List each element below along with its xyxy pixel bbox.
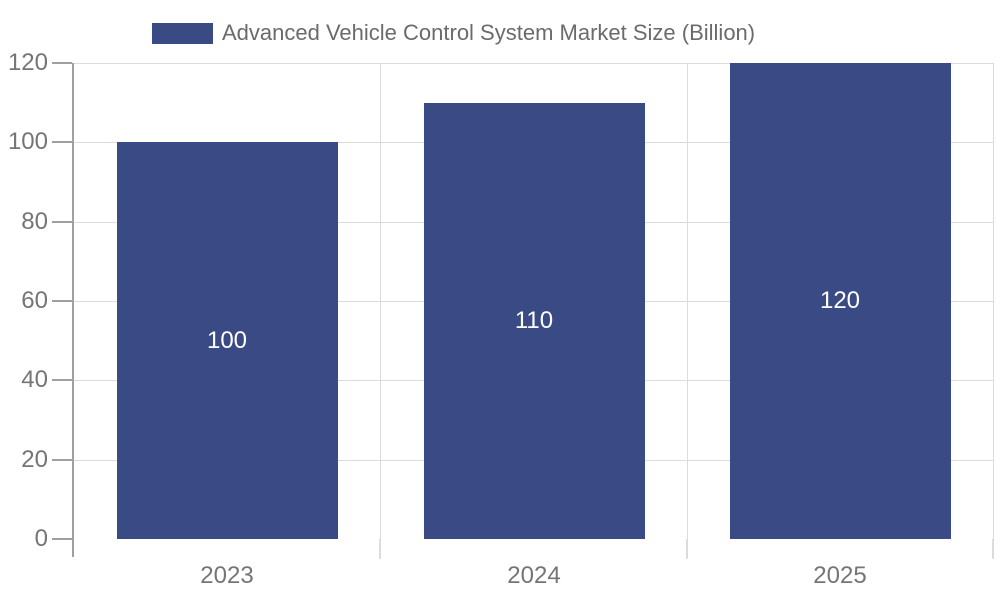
- y-tick-label: 80: [21, 208, 48, 235]
- y-axis-tick: [52, 459, 72, 461]
- y-tick-label: 0: [34, 525, 48, 552]
- v-gridline: [380, 63, 381, 539]
- y-axis-tick: [52, 141, 72, 143]
- y-axis-tick: [52, 221, 72, 223]
- y-axis-tick: [52, 538, 72, 540]
- bar-value-label: 100: [206, 326, 248, 354]
- x-axis-tick: [686, 539, 688, 559]
- y-axis-tick: [52, 62, 72, 64]
- bar-value-label: 110: [514, 307, 554, 334]
- x-axis-tick: [992, 539, 994, 559]
- y-axis-tick: [52, 379, 72, 381]
- y-tick-label: 120: [7, 49, 48, 76]
- v-gridline: [687, 63, 688, 539]
- bar-2024: [423, 103, 645, 539]
- x-tick-label: 2023: [200, 562, 254, 589]
- y-tick-label: 100: [7, 128, 48, 155]
- bar-2023: [116, 142, 338, 539]
- bar-2025: [729, 63, 951, 539]
- v-gridline: [993, 63, 994, 539]
- y-axis-spine: [72, 63, 74, 557]
- x-tick-label: 2024: [507, 562, 561, 589]
- x-tick-label: 2025: [813, 562, 867, 589]
- x-axis-tick: [379, 539, 381, 559]
- y-axis-tick: [52, 300, 72, 302]
- h-gridline: [74, 63, 993, 64]
- y-tick-label: 20: [21, 446, 48, 473]
- y-tick-label: 60: [21, 287, 48, 314]
- legend-item[interactable]: Advanced Vehicle Control System Market S…: [152, 20, 755, 46]
- plot-area: 100 110 120 0 20 40 60 80 100 120 2023 2024 2025: [8, 49, 994, 589]
- bar-value-label: 120: [819, 287, 861, 314]
- y-tick-label: 40: [21, 366, 48, 393]
- legend-swatch[interactable]: [152, 22, 213, 44]
- legend-label: Advanced Vehicle Control System Market S…: [222, 20, 756, 45]
